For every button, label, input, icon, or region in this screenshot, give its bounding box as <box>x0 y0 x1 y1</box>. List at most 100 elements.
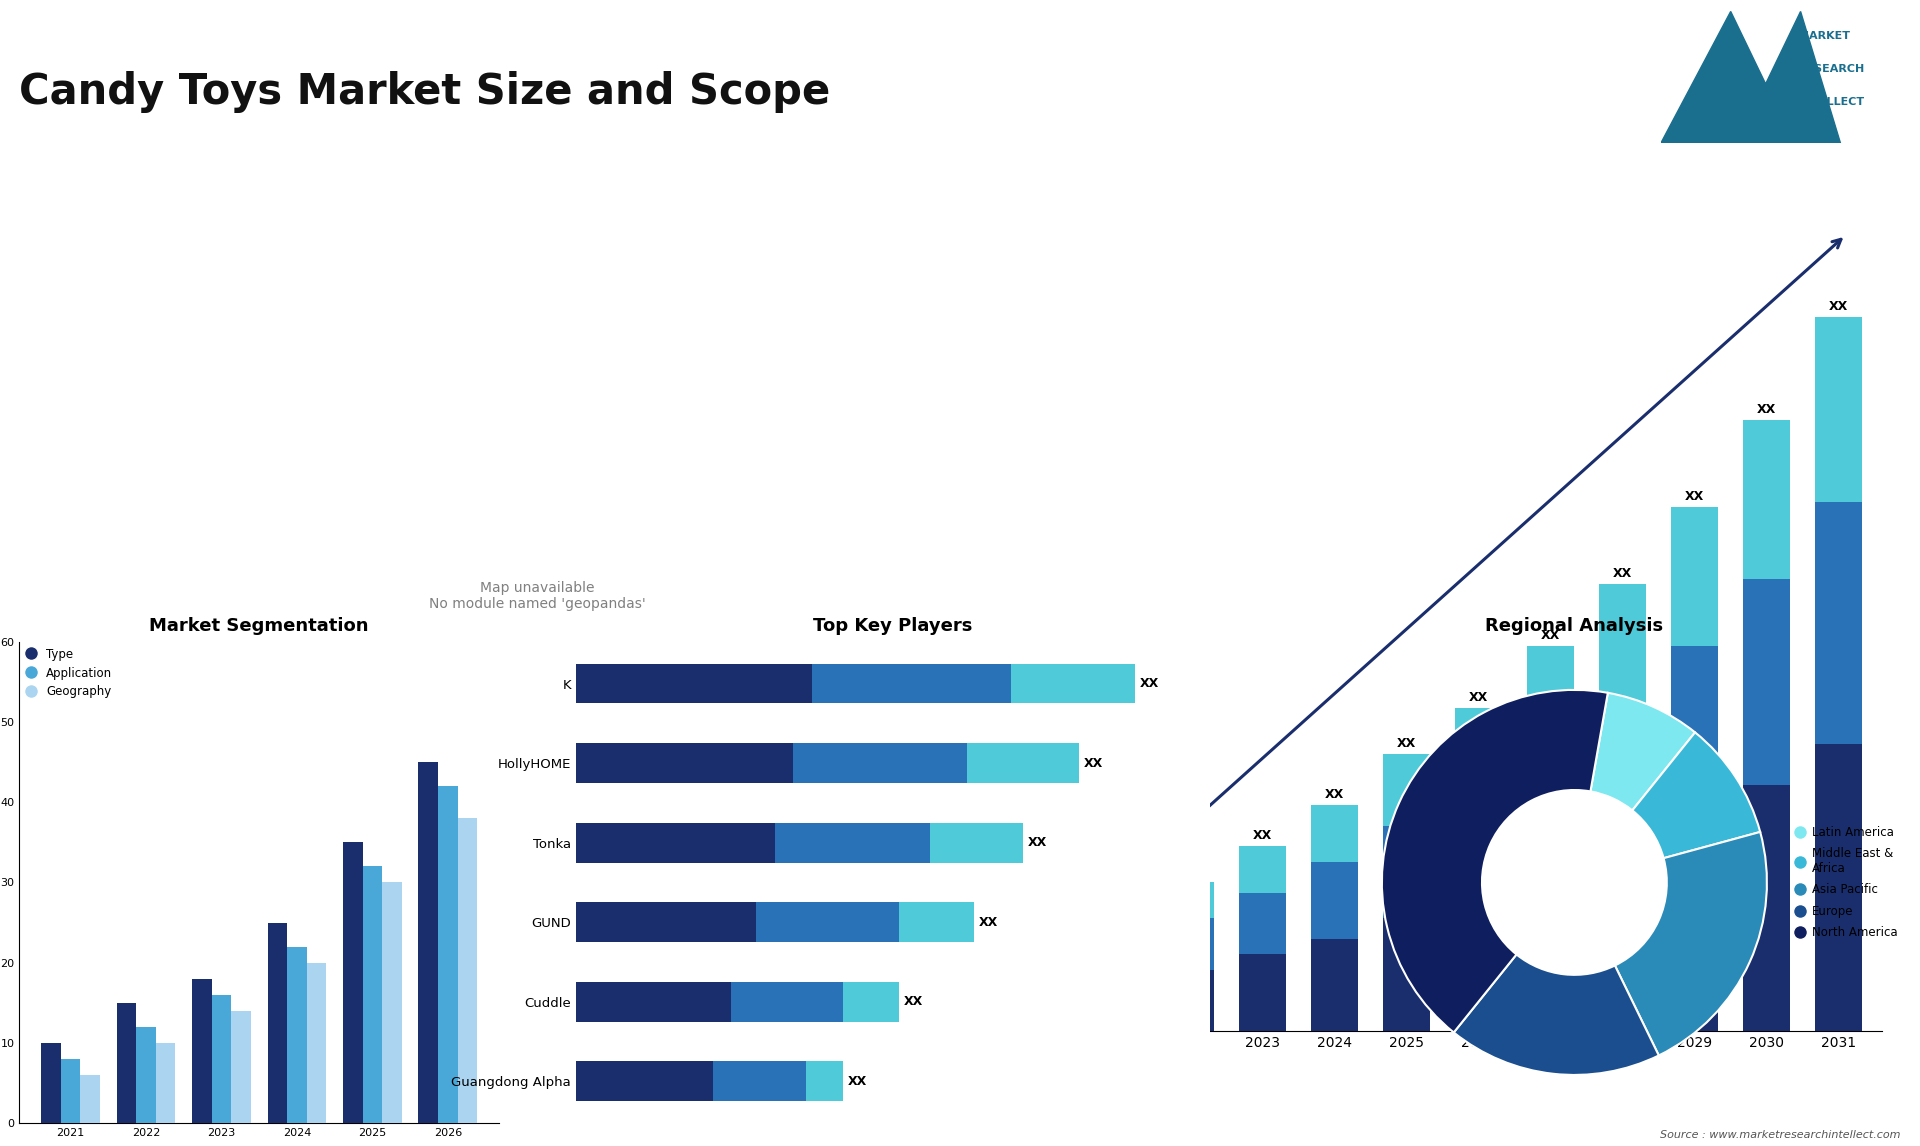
Bar <box>1599 702 1645 851</box>
Bar <box>363 866 382 1123</box>
Bar <box>382 882 401 1123</box>
Bar <box>1670 821 1718 1031</box>
Bar <box>576 664 812 704</box>
Bar <box>1311 939 1357 1031</box>
Legend: Latin America, Middle East &
Africa, Asia Pacific, Europe, North America: Latin America, Middle East & Africa, Asi… <box>1797 826 1897 939</box>
Text: INTELLECT: INTELLECT <box>1797 97 1864 107</box>
Bar <box>576 902 756 942</box>
Bar <box>1814 317 1862 502</box>
Bar <box>1238 893 1286 955</box>
Bar <box>1167 882 1213 918</box>
Legend: Type, Application, Geography: Type, Application, Geography <box>25 647 113 698</box>
Title: Top Key Players: Top Key Players <box>812 617 973 635</box>
Text: Candy Toys Market Size and Scope: Candy Toys Market Size and Scope <box>19 71 831 112</box>
Bar <box>192 979 211 1123</box>
Bar <box>1167 970 1213 1031</box>
Bar <box>1167 918 1213 970</box>
Bar <box>806 1061 843 1101</box>
Bar <box>288 947 307 1123</box>
Bar <box>1382 918 1430 1031</box>
Bar <box>1814 744 1862 1031</box>
Bar <box>1526 646 1574 748</box>
Bar <box>1010 664 1135 704</box>
Bar <box>1311 862 1357 939</box>
Bar <box>812 664 1010 704</box>
Bar <box>117 1003 136 1123</box>
Bar <box>211 995 230 1123</box>
Bar <box>438 786 457 1123</box>
Bar <box>267 923 288 1123</box>
Bar <box>1743 421 1789 580</box>
Bar <box>1670 508 1718 646</box>
Wedge shape <box>1382 690 1607 1033</box>
Text: XX: XX <box>979 916 998 928</box>
Bar <box>61 1059 81 1123</box>
Text: XX: XX <box>1029 837 1048 849</box>
Wedge shape <box>1632 732 1761 858</box>
Text: XX: XX <box>904 995 924 1008</box>
Bar <box>307 963 326 1123</box>
Bar <box>1455 708 1501 790</box>
Text: XX: XX <box>849 1075 868 1088</box>
Bar <box>1743 785 1789 1031</box>
Bar <box>1814 502 1862 744</box>
Bar <box>1526 878 1574 1031</box>
Bar <box>1526 748 1574 878</box>
Polygon shape <box>1661 11 1841 143</box>
Text: XX: XX <box>1140 677 1160 690</box>
Bar <box>576 823 776 863</box>
Bar <box>1094 913 1142 939</box>
Text: XX: XX <box>1828 300 1849 313</box>
Bar <box>576 744 793 783</box>
Bar <box>576 1061 712 1101</box>
Bar <box>712 1061 806 1101</box>
Text: XX: XX <box>1325 788 1344 801</box>
Bar <box>756 902 899 942</box>
Bar <box>230 1011 252 1123</box>
Title: Regional Analysis: Regional Analysis <box>1486 617 1663 635</box>
Bar <box>1455 897 1501 1031</box>
Bar <box>1382 754 1430 826</box>
Bar <box>1382 826 1430 918</box>
Bar <box>457 818 478 1123</box>
Bar <box>1238 955 1286 1031</box>
Text: MARKET: MARKET <box>1797 31 1851 41</box>
Bar <box>576 982 732 1021</box>
Bar <box>843 982 899 1021</box>
Bar <box>136 1027 156 1123</box>
Bar <box>899 902 973 942</box>
Title: Market Segmentation: Market Segmentation <box>150 617 369 635</box>
Text: Source : www.marketresearchintellect.com: Source : www.marketresearchintellect.com <box>1661 1130 1901 1140</box>
Text: XX: XX <box>1396 737 1417 749</box>
Text: XX: XX <box>1181 865 1200 878</box>
Bar <box>732 982 843 1021</box>
Bar <box>1455 790 1501 897</box>
Text: XX: XX <box>1540 629 1561 642</box>
Bar <box>344 842 363 1123</box>
Bar <box>1311 806 1357 862</box>
Bar <box>929 823 1023 863</box>
Bar <box>419 762 438 1123</box>
Text: Map unavailable
No module named 'geopandas': Map unavailable No module named 'geopand… <box>430 581 645 611</box>
Bar <box>776 823 929 863</box>
Wedge shape <box>1615 832 1766 1055</box>
Bar <box>1743 580 1789 785</box>
Text: XX: XX <box>1085 756 1104 770</box>
Text: XX: XX <box>1684 490 1705 503</box>
Bar <box>968 744 1079 783</box>
Text: XX: XX <box>1252 830 1273 842</box>
Wedge shape <box>1590 693 1695 810</box>
Bar <box>1238 847 1286 893</box>
Bar <box>1094 980 1142 1031</box>
Text: XX: XX <box>1757 403 1776 416</box>
Text: XX: XX <box>1469 691 1488 704</box>
Bar <box>81 1075 100 1123</box>
Text: RESEARCH: RESEARCH <box>1797 64 1864 74</box>
Wedge shape <box>1453 955 1659 1075</box>
Bar <box>1599 584 1645 702</box>
Bar <box>1670 646 1718 821</box>
Bar <box>1599 851 1645 1031</box>
Bar <box>1094 939 1142 980</box>
Text: XX: XX <box>1613 567 1632 580</box>
Text: XX: XX <box>1108 896 1129 909</box>
